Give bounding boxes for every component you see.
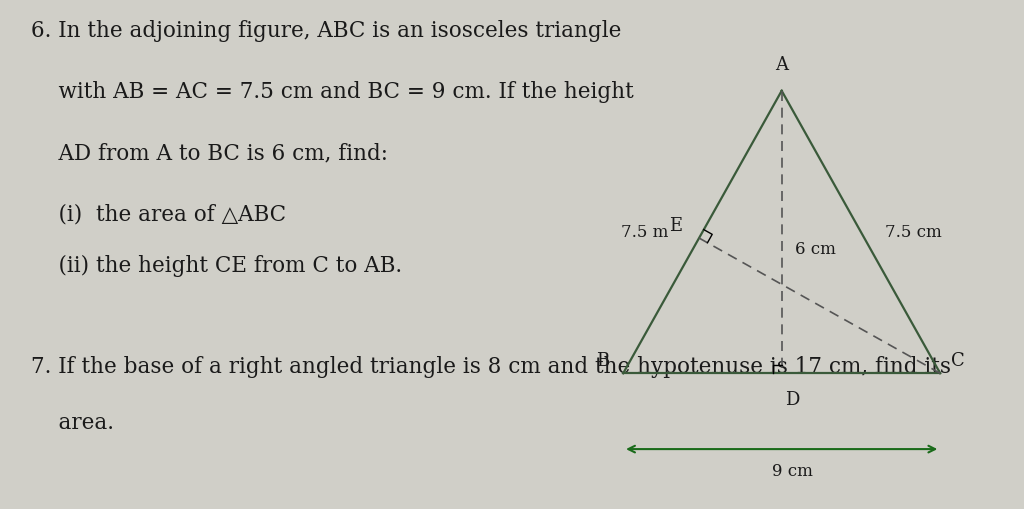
- Text: AD from A to BC is 6 cm, find:: AD from A to BC is 6 cm, find:: [31, 143, 388, 164]
- Text: with AB = AC = 7.5 cm and BC = 9 cm. If the height: with AB = AC = 7.5 cm and BC = 9 cm. If …: [31, 81, 634, 103]
- Text: A: A: [775, 55, 788, 73]
- Text: 7. If the base of a right angled triangle is 8 cm and the hypotenuse is 17 cm, f: 7. If the base of a right angled triangl…: [31, 356, 950, 378]
- Text: 6 cm: 6 cm: [796, 241, 837, 258]
- Text: E: E: [669, 217, 682, 235]
- Text: area.: area.: [31, 412, 114, 434]
- Text: 9 cm: 9 cm: [772, 463, 812, 480]
- Text: 7.5 cm: 7.5 cm: [885, 223, 942, 241]
- Text: (ii) the height CE from C to AB.: (ii) the height CE from C to AB.: [31, 254, 401, 276]
- Text: C: C: [950, 352, 965, 370]
- Text: B: B: [596, 352, 609, 370]
- Text: (i)  the area of △ABC: (i) the area of △ABC: [31, 204, 286, 225]
- Text: 7.5 m: 7.5 m: [621, 223, 668, 241]
- Text: D: D: [785, 390, 800, 409]
- Text: 6. In the adjoining figure, ABC is an isosceles triangle: 6. In the adjoining figure, ABC is an is…: [31, 20, 622, 42]
